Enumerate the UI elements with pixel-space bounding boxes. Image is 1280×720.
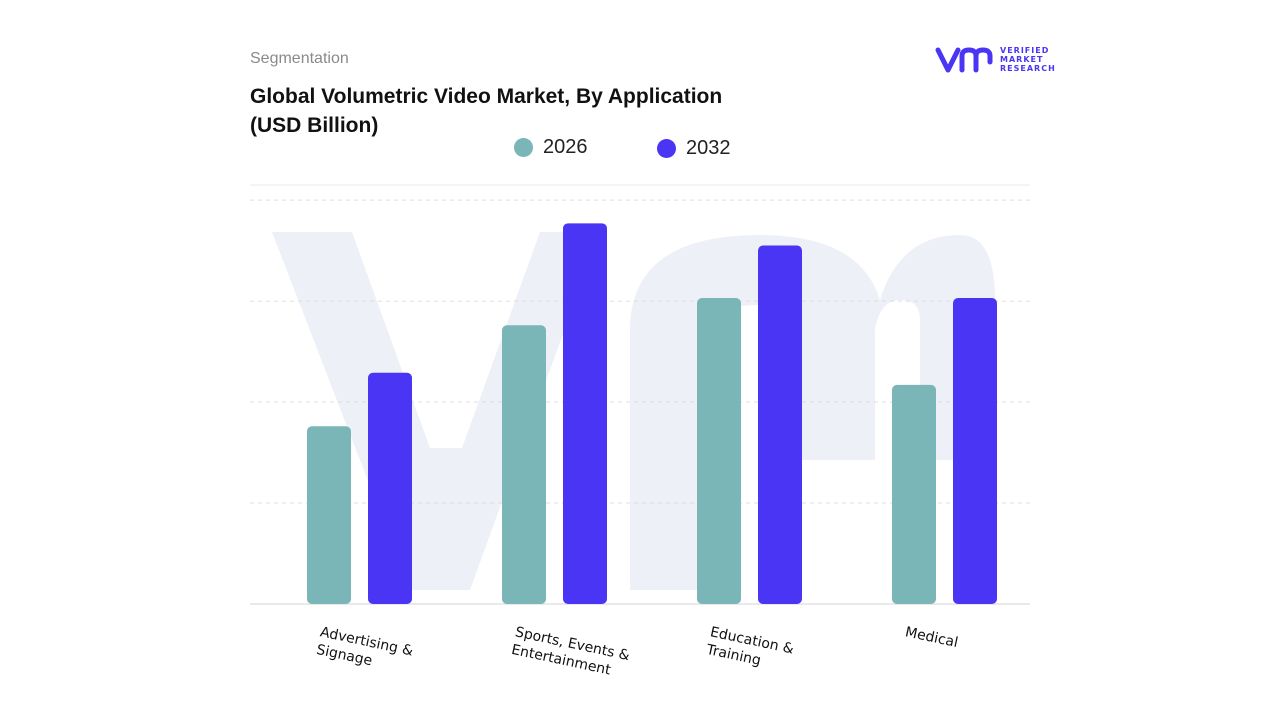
bar-2026-category-1 — [307, 426, 351, 604]
chart-title: Global Volumetric Video Market, By Appli… — [250, 85, 723, 137]
x-tick-label: Medical — [904, 624, 960, 651]
bars — [307, 223, 997, 604]
x-tick-label-line: Medical — [904, 624, 960, 651]
logo-line-2: MARKET — [1000, 55, 1043, 64]
bar-2032-category-3 — [758, 245, 802, 604]
logo-line-1: VERIFIED — [1000, 46, 1049, 55]
bar-2032-category-1 — [368, 372, 412, 604]
logo-mark — [935, 47, 993, 73]
x-tick-label: Sports, Events &Entertainment — [510, 624, 631, 682]
vmr-logo-icon: VERIFIED MARKET RESEARCH — [935, 46, 1056, 73]
bar-2032-category-2 — [563, 223, 607, 604]
bar-2026-category-3 — [697, 298, 741, 604]
bar-2026-category-2 — [502, 325, 546, 604]
logo-line-3: RESEARCH — [1000, 64, 1056, 73]
segmentation-label: Segmentation — [250, 50, 349, 67]
watermark-logo — [272, 232, 995, 590]
bar-2032-category-4 — [953, 298, 997, 604]
x-tick-label: Advertising &Signage — [315, 624, 415, 677]
x-tick-label: Education &Training — [704, 624, 795, 675]
bar-2026-category-4 — [892, 384, 936, 604]
x-axis-labels: Advertising &Signage Sports, Events &Ente… — [315, 624, 960, 682]
